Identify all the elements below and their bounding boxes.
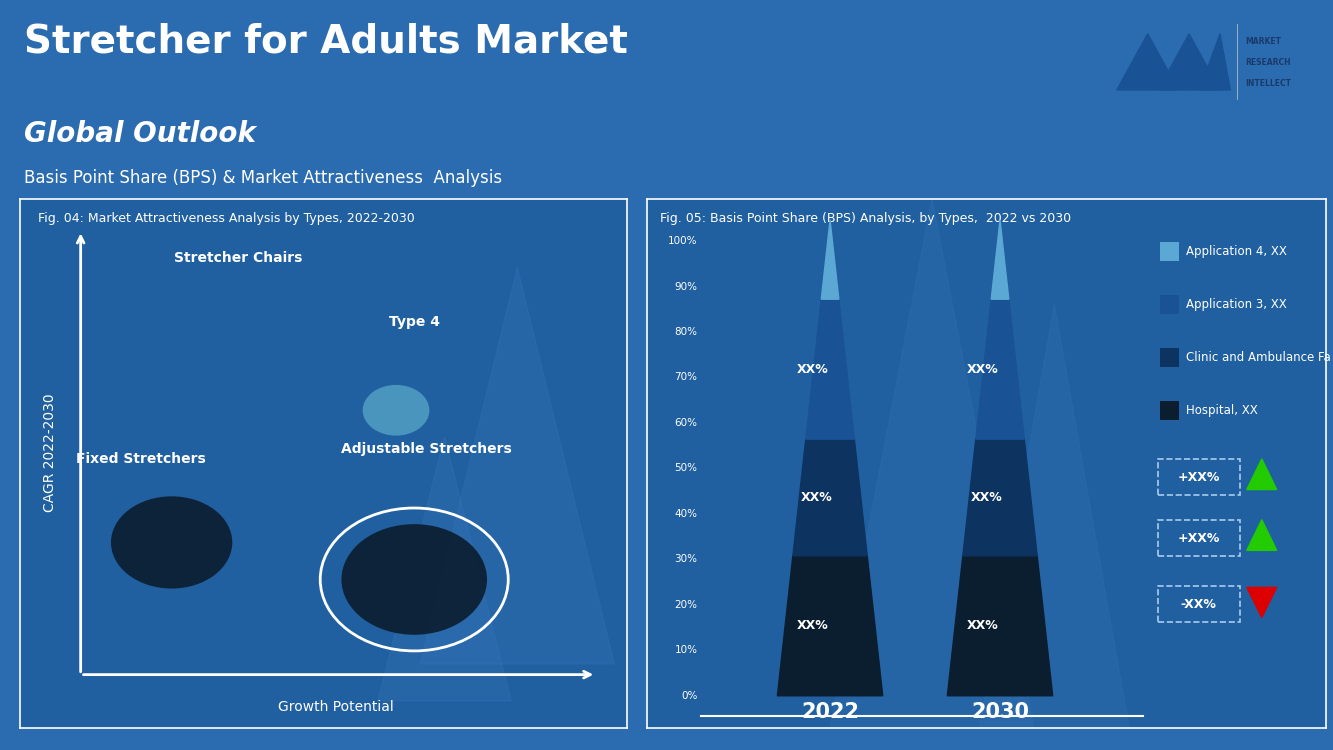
Polygon shape — [1246, 587, 1277, 617]
Polygon shape — [1246, 520, 1277, 550]
Text: XX%: XX% — [797, 620, 829, 632]
FancyBboxPatch shape — [1160, 242, 1178, 261]
Text: Growth Potential: Growth Potential — [277, 700, 393, 714]
Text: Fixed Stretchers: Fixed Stretchers — [76, 452, 207, 466]
Ellipse shape — [363, 385, 429, 436]
Text: Type 4: Type 4 — [389, 315, 440, 328]
Polygon shape — [377, 436, 512, 701]
Text: Global Outlook: Global Outlook — [24, 120, 256, 148]
Polygon shape — [948, 556, 1053, 696]
Text: 70%: 70% — [674, 373, 697, 382]
Text: XX%: XX% — [968, 620, 998, 632]
Text: CAGR 2022-2030: CAGR 2022-2030 — [43, 393, 57, 512]
Text: 80%: 80% — [674, 327, 697, 337]
Text: 30%: 30% — [674, 554, 697, 564]
Polygon shape — [420, 268, 615, 664]
Ellipse shape — [341, 524, 487, 634]
Text: XX%: XX% — [801, 491, 832, 504]
Polygon shape — [962, 440, 1037, 556]
Polygon shape — [793, 440, 868, 556]
Polygon shape — [777, 556, 882, 696]
Text: Fig. 04: Market Attractiveness Analysis by Types, 2022-2030: Fig. 04: Market Attractiveness Analysis … — [39, 212, 415, 225]
FancyBboxPatch shape — [1160, 295, 1178, 314]
Polygon shape — [1158, 34, 1220, 90]
Text: +XX%: +XX% — [1177, 471, 1220, 484]
Text: 2022: 2022 — [801, 702, 858, 722]
FancyBboxPatch shape — [1160, 400, 1178, 420]
Text: Application 3, XX: Application 3, XX — [1185, 298, 1286, 311]
Text: RESEARCH: RESEARCH — [1245, 58, 1290, 68]
Text: 50%: 50% — [674, 464, 697, 473]
Text: Stretcher Chairs: Stretcher Chairs — [175, 251, 303, 266]
Text: 2030: 2030 — [970, 702, 1029, 722]
Text: 90%: 90% — [674, 281, 697, 292]
Polygon shape — [992, 220, 1009, 299]
Polygon shape — [805, 299, 854, 440]
Text: 100%: 100% — [668, 236, 697, 246]
Text: XX%: XX% — [797, 363, 829, 376]
Text: 10%: 10% — [674, 645, 697, 656]
Text: -XX%: -XX% — [1181, 598, 1217, 610]
Text: 60%: 60% — [674, 418, 697, 428]
Polygon shape — [1200, 34, 1230, 90]
Text: Application 4, XX: Application 4, XX — [1185, 245, 1286, 258]
Ellipse shape — [111, 496, 232, 589]
Polygon shape — [821, 220, 838, 299]
Text: +XX%: +XX% — [1177, 532, 1220, 544]
Text: XX%: XX% — [970, 491, 1002, 504]
Text: Stretcher for Adults Market: Stretcher for Adults Market — [24, 22, 628, 61]
Text: Hospital, XX: Hospital, XX — [1185, 404, 1257, 417]
Text: Basis Point Share (BPS) & Market Attractiveness  Analysis: Basis Point Share (BPS) & Market Attract… — [24, 169, 503, 187]
Polygon shape — [830, 199, 1034, 728]
Text: Adjustable Stretchers: Adjustable Stretchers — [341, 442, 512, 455]
Text: INTELLECT: INTELLECT — [1245, 79, 1290, 88]
Ellipse shape — [148, 295, 256, 378]
Text: 20%: 20% — [674, 600, 697, 610]
Text: 0%: 0% — [681, 691, 697, 700]
Polygon shape — [1117, 34, 1178, 90]
Text: MARKET: MARKET — [1245, 38, 1281, 46]
Text: XX%: XX% — [968, 363, 998, 376]
FancyBboxPatch shape — [1160, 348, 1178, 367]
Polygon shape — [980, 304, 1129, 728]
Polygon shape — [1246, 459, 1277, 490]
Text: Fig. 05: Basis Point Share (BPS) Analysis, by Types,  2022 vs 2030: Fig. 05: Basis Point Share (BPS) Analysi… — [660, 212, 1072, 225]
Polygon shape — [976, 299, 1024, 440]
Text: Clinic and Ambulance Fa: Clinic and Ambulance Fa — [1185, 351, 1330, 364]
Text: 40%: 40% — [674, 509, 697, 519]
